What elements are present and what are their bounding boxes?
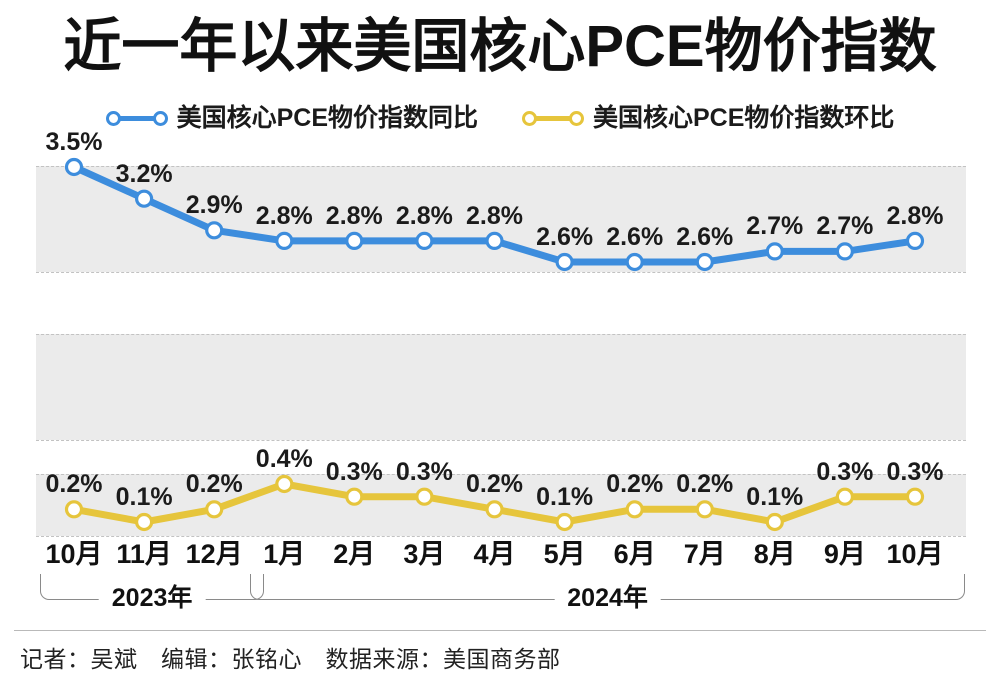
data-point [905, 487, 925, 506]
x-axis-label: 1月 [263, 539, 306, 569]
data-label: 0.2% [466, 470, 523, 499]
year-label: 2024年 [554, 583, 661, 613]
data-label: 3.5% [45, 128, 103, 156]
data-label: 2.6% [676, 223, 734, 251]
data-label: 2.6% [606, 223, 664, 251]
footer-divider [14, 630, 986, 631]
data-point [905, 231, 925, 251]
plot-area: 3.5% 3.2% 2.9% 2.8% 2.8% 2.8% 2.8% 2.6% 2.6% 2.6%… [36, 129, 966, 537]
x-axis-labels: 10月 11月 12月 1月 2月 3月 4月 5月 6月 7月 8月 9月 10月 [36, 538, 966, 572]
data-label: 2.6% [536, 223, 594, 251]
data-point [765, 242, 784, 261]
page-title: 近一年以来美国核心PCE物价指数 [63, 14, 937, 79]
data-label: 2.8% [886, 201, 944, 230]
year-label: 2023年 [98, 583, 206, 613]
x-axis-label: 2月 [333, 539, 376, 569]
data-label: 0.1% [115, 483, 173, 511]
series-canvas [64, 157, 925, 532]
data-label: 2.8% [255, 201, 313, 230]
x-axis-label: 12月 [185, 539, 243, 569]
data-label: 2.8% [466, 201, 523, 230]
x-axis-label: 3月 [403, 539, 446, 569]
line-marker-icon [105, 108, 168, 128]
plot-band [36, 334, 966, 440]
x-axis-label: 7月 [683, 539, 726, 569]
data-label: 2.7% [816, 212, 874, 241]
gridline [36, 536, 966, 537]
line-marker-icon [522, 108, 584, 128]
year-brackets: 2023年 2024年 [36, 574, 966, 618]
data-label: 2.9% [185, 191, 243, 220]
data-label: 0.2% [185, 470, 243, 499]
data-label: 3.2% [115, 159, 173, 188]
x-axis-label: 5月 [543, 539, 586, 569]
x-axis-label: 11月 [116, 539, 172, 569]
data-point [64, 500, 84, 519]
data-point [555, 252, 574, 272]
x-axis-label: 8月 [753, 539, 796, 569]
data-point [134, 512, 154, 532]
legend-label-yoy: 美国核心PCE物价指数同比 [176, 104, 478, 132]
legend-item-mom[interactable]: 美国核心PCE物价指数环比 [522, 104, 894, 132]
data-point [205, 221, 224, 240]
x-axis-label: 4月 [473, 539, 516, 569]
gridline [36, 166, 966, 167]
data-label: 0.2% [676, 470, 734, 499]
data-point [765, 512, 784, 532]
data-point [835, 487, 855, 506]
x-axis-label: 10月 [886, 539, 944, 569]
x-axis-label: 10月 [45, 539, 103, 569]
data-point [134, 189, 154, 208]
data-label: 0.1% [746, 483, 804, 511]
footer-credits: 记者：吴斌 编辑：张铭心 数据来源：美国商务部 [20, 646, 561, 672]
data-label: 0.4% [255, 445, 313, 473]
data-point [485, 231, 504, 251]
data-point [695, 252, 714, 272]
gridline [36, 272, 966, 273]
data-point [415, 487, 434, 506]
data-label: 0.3% [325, 457, 383, 486]
data-point [625, 500, 644, 519]
data-point [415, 231, 434, 251]
legend-label-mom: 美国核心PCE物价指数环比 [593, 104, 895, 132]
x-axis-label: 9月 [823, 539, 866, 569]
data-label: 2.8% [395, 201, 453, 230]
data-point [275, 231, 294, 251]
gridline [36, 474, 966, 475]
data-label: 0.2% [606, 470, 664, 499]
data-label: 0.3% [816, 457, 874, 486]
data-point [835, 242, 855, 261]
data-label: 0.1% [536, 483, 594, 511]
data-label: 0.2% [45, 470, 103, 499]
x-axis-label: 6月 [613, 539, 656, 569]
data-point [625, 252, 644, 272]
gridline [36, 440, 966, 441]
data-label: 0.3% [395, 457, 453, 486]
data-point [345, 487, 364, 506]
data-label: 2.7% [746, 212, 804, 241]
data-label: 0.3% [886, 457, 944, 486]
data-point [695, 500, 714, 519]
data-point [205, 500, 224, 519]
chart-legend: 美国核心PCE物价指数同比 美国核心PCE物价指数环比 [0, 104, 1000, 132]
data-label: 2.8% [325, 201, 383, 230]
series-points-yoy [64, 157, 925, 272]
legend-item-yoy[interactable]: 美国核心PCE物价指数同比 [105, 104, 478, 132]
gridline [36, 334, 966, 335]
data-point [345, 231, 364, 251]
data-point [555, 512, 574, 532]
data-point [275, 474, 294, 494]
series-points-mom [64, 474, 925, 532]
data-point [64, 157, 84, 177]
data-point [485, 500, 504, 519]
